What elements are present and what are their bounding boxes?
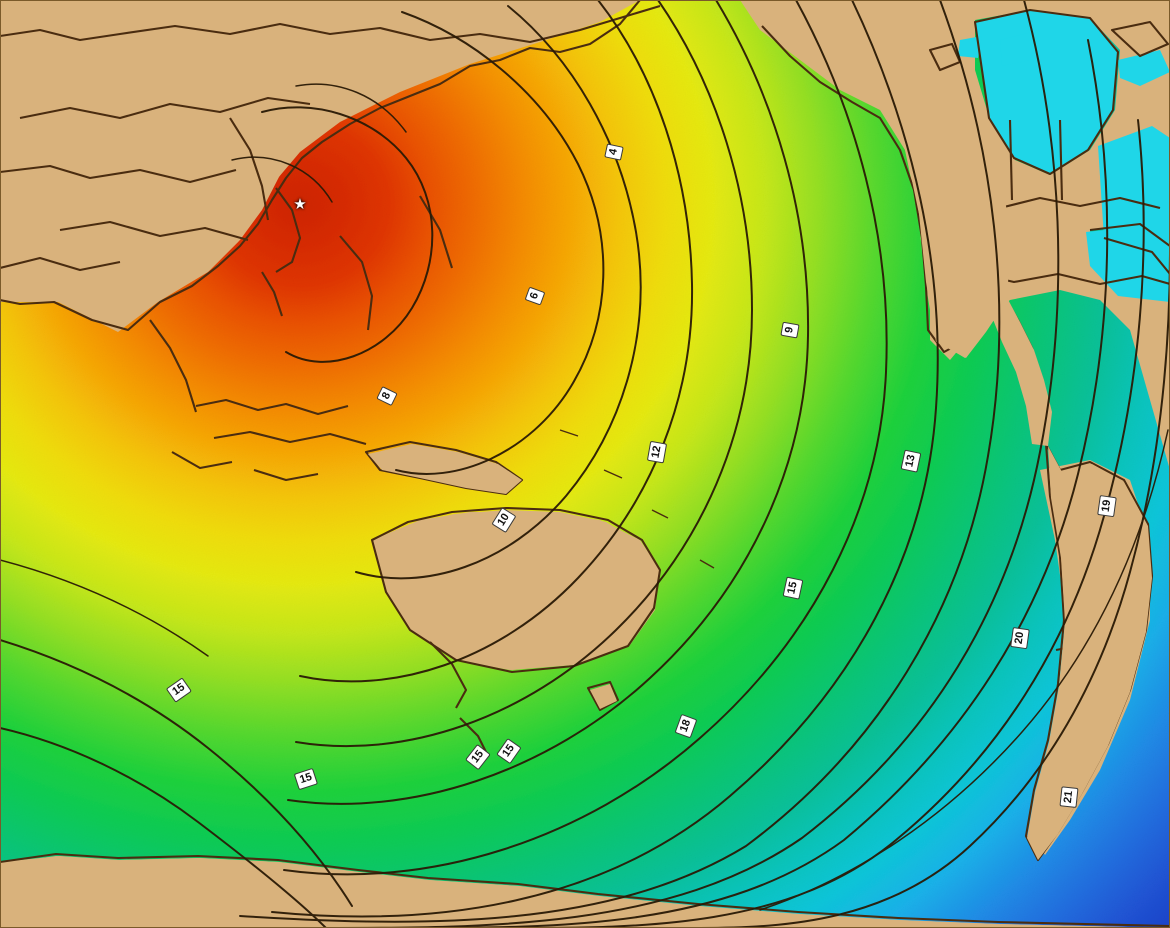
- contour-minor-d: [231, 156, 333, 203]
- contour-4h: [395, 11, 605, 475]
- contour-minor-b: [0, 559, 209, 657]
- contour-21h: [699, 249, 1170, 928]
- contour-9h: [295, 0, 754, 748]
- contour-minor-a: [759, 429, 1169, 911]
- contour-20h: [509, 119, 1145, 928]
- contour-label-9: 9: [780, 321, 800, 339]
- contour-6h: [355, 5, 642, 580]
- contour-2h: [261, 106, 434, 363]
- contour-15h-a: [239, 0, 1001, 923]
- contour-18h: [319, 0, 1060, 928]
- contour-19h: [403, 39, 1109, 928]
- contour-13h: [271, 0, 939, 918]
- contour-label-20: 20: [1010, 626, 1030, 650]
- contour-15h-c: [0, 727, 327, 928]
- contour-label-19: 19: [1097, 494, 1117, 518]
- contour-label-21: 21: [1059, 786, 1079, 808]
- contour-minor-c: [295, 83, 407, 133]
- contour-label-12: 12: [646, 440, 668, 464]
- contour-10h: [287, 0, 810, 805]
- landmasses: [0, 132, 1170, 928]
- contour-15h-b: [0, 639, 353, 907]
- contour-12h: [283, 0, 888, 876]
